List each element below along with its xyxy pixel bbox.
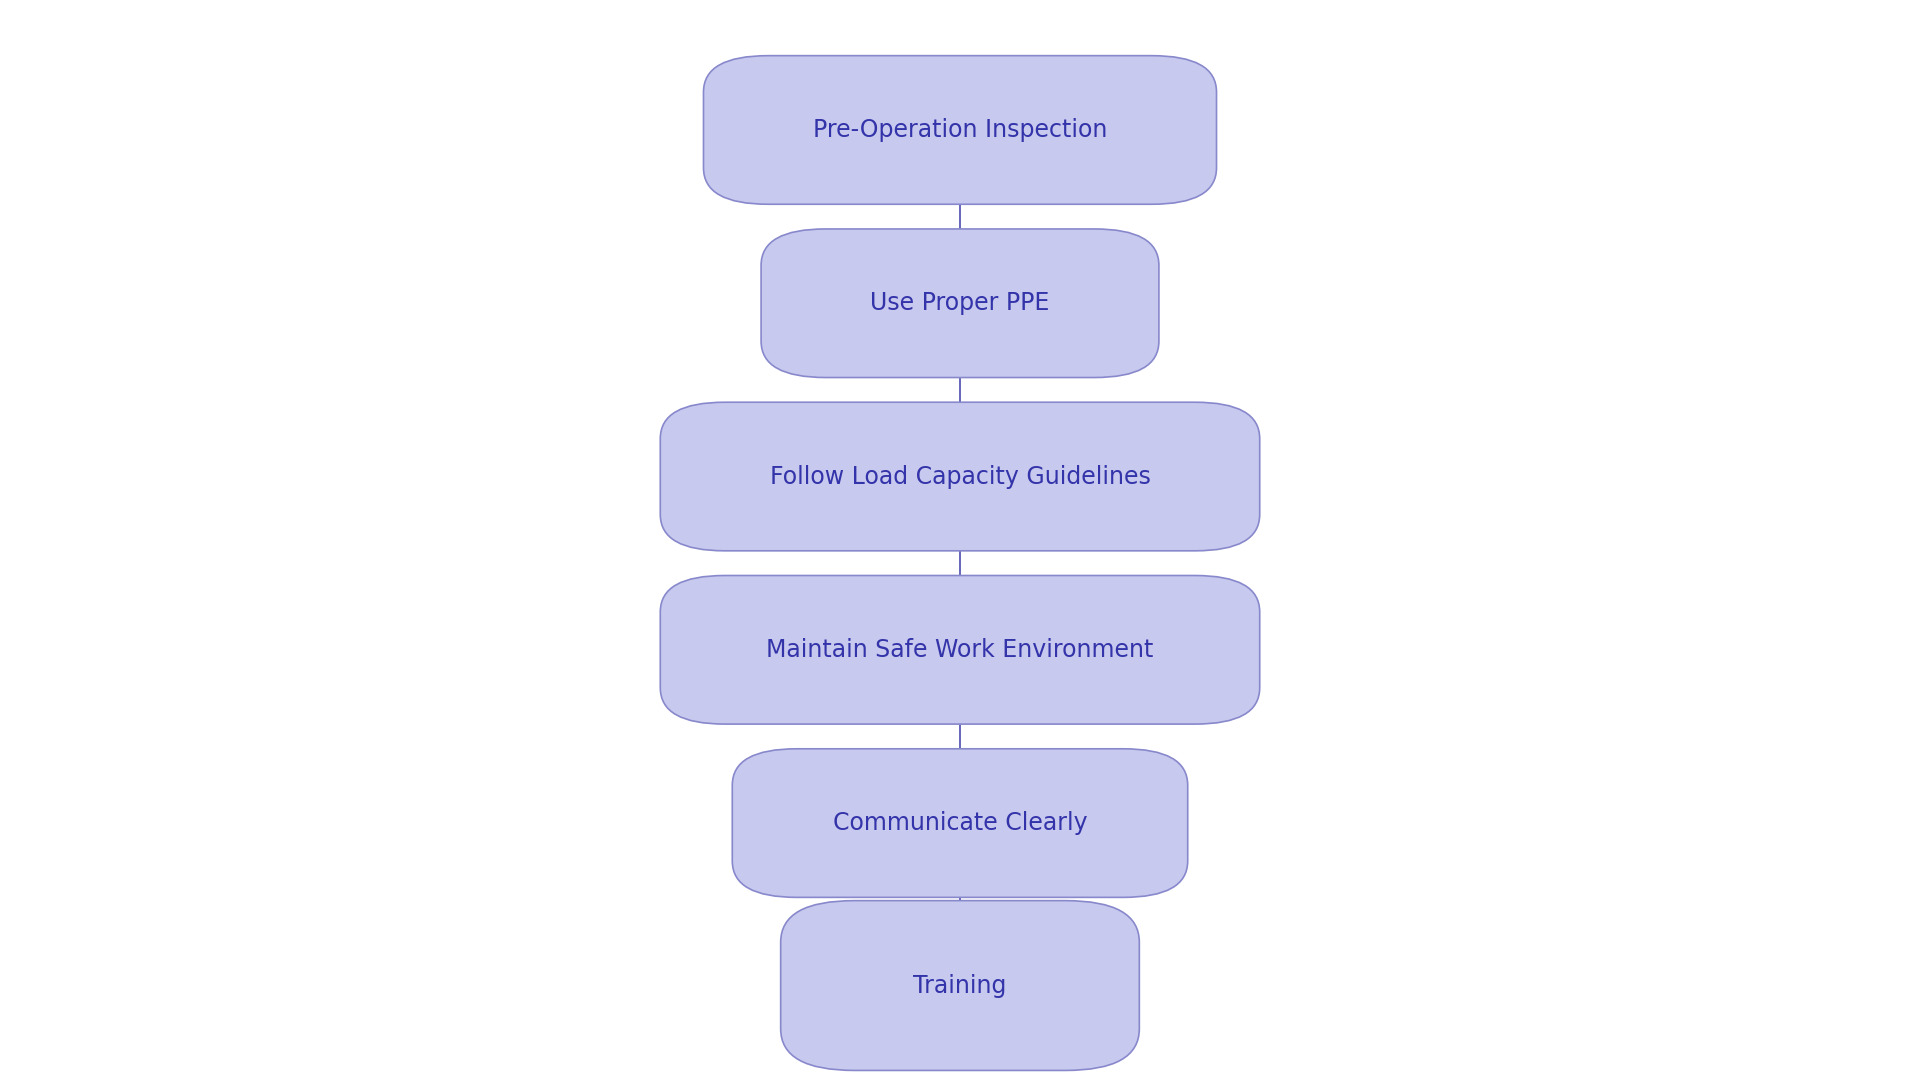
Text: Follow Load Capacity Guidelines: Follow Load Capacity Guidelines xyxy=(770,465,1150,488)
Text: Use Proper PPE: Use Proper PPE xyxy=(870,291,1050,315)
Text: Communicate Clearly: Communicate Clearly xyxy=(833,811,1087,835)
FancyBboxPatch shape xyxy=(732,748,1188,898)
FancyBboxPatch shape xyxy=(660,402,1260,551)
Text: Pre-Operation Inspection: Pre-Operation Inspection xyxy=(812,118,1108,142)
Text: Maintain Safe Work Environment: Maintain Safe Work Environment xyxy=(766,638,1154,662)
Text: Training: Training xyxy=(914,974,1006,997)
FancyBboxPatch shape xyxy=(703,55,1217,205)
FancyBboxPatch shape xyxy=(760,229,1160,378)
FancyBboxPatch shape xyxy=(781,901,1139,1070)
FancyBboxPatch shape xyxy=(660,575,1260,725)
